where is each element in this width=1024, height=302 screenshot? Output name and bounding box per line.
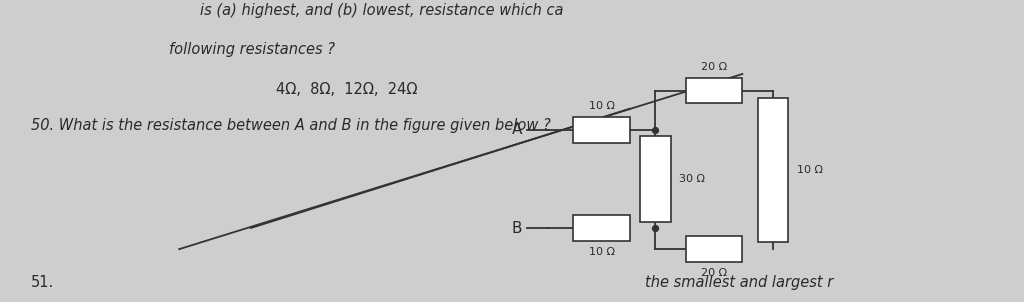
Text: 20 Ω: 20 Ω [701,268,727,278]
Bar [686,236,742,262]
Text: 10 Ω: 10 Ω [589,101,614,111]
Text: the smallest and largest r: the smallest and largest r [645,275,834,290]
Text: following resistances ?: following resistances ? [169,42,335,57]
Text: is (a) highest, and (b) lowest, resistance which ca: is (a) highest, and (b) lowest, resistan… [200,3,563,18]
Text: 30 Ω: 30 Ω [679,174,705,184]
Point [647,226,664,230]
Bar [573,117,630,143]
Text: 10 Ω: 10 Ω [589,247,614,257]
Text: 50. What is the resistance between A and B in the figure given below ?: 50. What is the resistance between A and… [31,118,551,133]
Bar [573,215,630,241]
Bar [640,136,671,222]
Text: 51.: 51. [31,275,54,290]
Text: 10 Ω: 10 Ω [797,165,822,175]
Text: A: A [512,122,522,137]
Text: 20 Ω: 20 Ω [701,62,727,72]
Text: 4Ω,  8Ω,  12Ω,  24Ω: 4Ω, 8Ω, 12Ω, 24Ω [276,82,418,97]
Point [647,127,664,132]
Bar [686,78,742,103]
Text: B: B [512,220,522,236]
Bar [758,98,788,242]
